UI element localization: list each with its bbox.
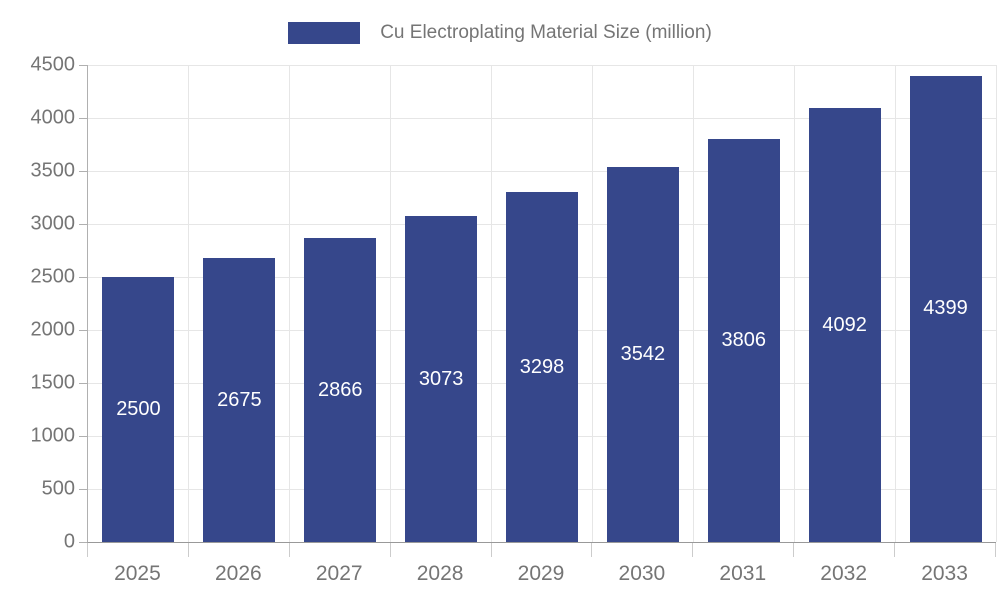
- bar-value-label: 2500: [116, 398, 161, 420]
- gridline-vertical: [289, 65, 291, 542]
- bar-value-label: 4399: [923, 297, 968, 320]
- x-axis-tick-label: 2031: [719, 562, 767, 585]
- x-axis-tick: [288, 543, 290, 557]
- y-axis-tick: [79, 383, 87, 384]
- bar-value-label: 2866: [317, 378, 363, 401]
- bar-value-label: 2675: [217, 388, 262, 411]
- bar-2027[interactable]: 2866: [304, 238, 377, 542]
- bar-2025[interactable]: 2500: [102, 277, 175, 542]
- x-axis-tick-label: 2029: [517, 562, 565, 585]
- x-axis-tick: [187, 543, 189, 557]
- bar-value-label: 3073: [418, 367, 464, 390]
- y-axis-tick-label: 1000: [30, 424, 76, 447]
- x-axis-tick-label: 2030: [618, 562, 666, 585]
- x-axis-tick: [894, 543, 896, 557]
- gridline-vertical: [995, 65, 997, 542]
- y-axis-tick: [79, 436, 87, 437]
- gridline-vertical: [793, 65, 795, 542]
- y-axis-tick-label: 3000: [30, 212, 76, 235]
- y-axis-tick-label: 1500: [30, 371, 76, 394]
- bar-2028[interactable]: 3073: [405, 216, 478, 542]
- y-axis-tick-label: 500: [41, 477, 75, 500]
- legend-label: Cu Electroplating Material Size (million…: [380, 22, 712, 43]
- y-axis-tick: [79, 330, 87, 331]
- x-axis-tick-label: 2027: [315, 562, 363, 585]
- y-axis-tick-label: 4500: [30, 53, 76, 76]
- x-axis-tick-label: 2026: [214, 562, 262, 585]
- bar-value-label: 3806: [721, 328, 767, 351]
- gridline-vertical: [692, 65, 694, 542]
- y-axis-tick: [79, 224, 87, 225]
- legend-swatch: [288, 22, 361, 44]
- y-axis-tick-label: 4000: [30, 106, 76, 129]
- gridline-vertical: [390, 65, 392, 542]
- bar-2031[interactable]: 3806: [707, 138, 780, 542]
- bar-value-label: 3298: [519, 355, 565, 378]
- y-axis-tick-label: 0: [63, 530, 75, 553]
- y-axis-tick: [79, 65, 87, 66]
- gridline-horizontal: [88, 64, 996, 66]
- x-axis-tick-label: 2032: [820, 562, 868, 585]
- bar-2033[interactable]: 4399: [909, 75, 982, 542]
- x-axis-tick: [995, 543, 996, 557]
- x-axis-tick-label: 2033: [921, 562, 968, 585]
- gridline-horizontal: [88, 117, 996, 119]
- bar-2032[interactable]: 4092: [808, 108, 881, 542]
- x-axis-tick: [490, 543, 492, 557]
- y-axis-tick: [79, 118, 87, 119]
- bar-value-label: 4092: [822, 313, 867, 336]
- x-axis-tick-label: 2028: [416, 562, 464, 585]
- gridline-vertical: [188, 65, 190, 542]
- x-axis-tick: [793, 543, 795, 557]
- x-axis-tick: [87, 543, 88, 557]
- plot-area: 2500 2675 2866 3073 3298 3542 3806 4092 4399: [87, 64, 997, 543]
- y-axis-tick: [79, 171, 87, 172]
- legend[interactable]: Cu Electroplating Material Size (million…: [0, 18, 1000, 48]
- bar-2026[interactable]: 2675: [203, 258, 276, 542]
- y-axis-tick: [79, 277, 87, 278]
- x-axis-tick: [692, 543, 694, 557]
- gridline-horizontal: [88, 170, 996, 172]
- x-axis-tick-label: 2025: [114, 562, 161, 585]
- y-axis-tick-label: 2000: [30, 318, 76, 341]
- y-axis-tick-label: 3500: [30, 159, 76, 182]
- x-axis-tick: [591, 543, 593, 557]
- y-axis-tick-label: 2500: [30, 265, 76, 288]
- y-axis-tick: [79, 542, 87, 543]
- gridline-vertical: [894, 65, 896, 542]
- y-axis-tick: [79, 489, 87, 490]
- bar-2030[interactable]: 3542: [606, 166, 679, 542]
- bar-2029[interactable]: 3298: [506, 192, 578, 542]
- x-axis-tick: [389, 543, 391, 557]
- gridline-vertical: [591, 65, 593, 542]
- gridline-vertical: [491, 65, 493, 542]
- bar-value-label: 3542: [620, 342, 666, 365]
